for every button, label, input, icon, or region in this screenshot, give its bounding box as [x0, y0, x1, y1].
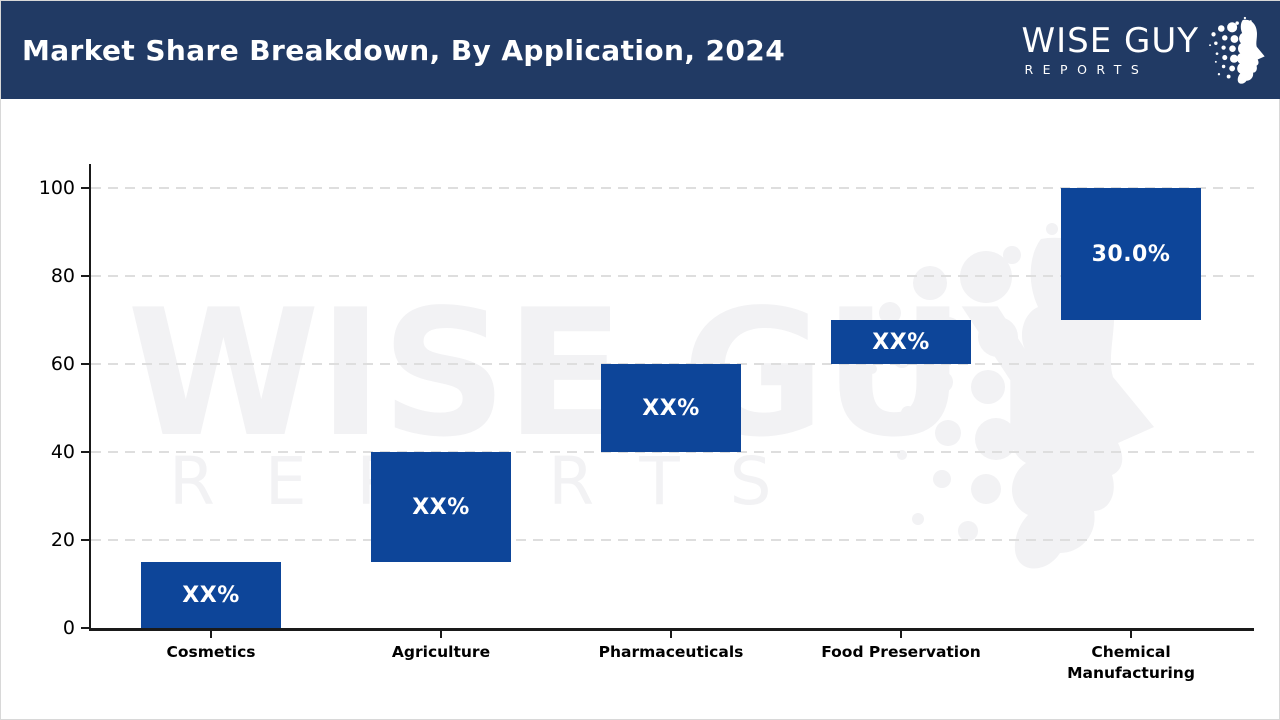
y-tick-80 — [81, 275, 91, 277]
x-category-label-agriculture: Agriculture — [391, 643, 491, 661]
bar-cosmetics: XX% — [141, 562, 281, 628]
x-tick-cosmetics — [210, 631, 212, 638]
bar-value-label-pharmaceuticals: XX% — [642, 395, 700, 421]
bar-chemical-manufacturing: 30.0% — [1061, 188, 1201, 320]
bar-agriculture: XX% — [371, 452, 511, 562]
y-tick-40 — [81, 451, 91, 453]
y-tick-label-20: 20 — [50, 529, 75, 551]
y-tick-label-100: 100 — [38, 177, 75, 199]
wiseguy-logo: WISE GUY REPORTS — [1021, 12, 1267, 88]
y-tick-label-80: 80 — [50, 265, 75, 287]
header-bar: Market Share Breakdown, By Application, … — [1, 1, 1280, 99]
bar-pharmaceuticals: XX% — [601, 364, 741, 452]
gridline-100 — [91, 187, 1254, 189]
y-tick-100 — [81, 187, 91, 189]
x-axis-line — [89, 628, 1254, 631]
y-tick-label-0: 0 — [62, 617, 75, 639]
x-tick-pharmaceuticals — [670, 631, 672, 638]
x-category-label-chemical-manufacturing: Chemical Manufacturing — [1067, 643, 1195, 682]
x-category-label-pharmaceuticals: Pharmaceuticals — [598, 643, 744, 661]
gridline-40 — [91, 451, 1254, 453]
gridline-80 — [91, 275, 1254, 277]
logo-face-icon — [1205, 12, 1267, 88]
x-category-label-cosmetics: Cosmetics — [166, 643, 256, 661]
y-tick-20 — [81, 539, 91, 541]
logo-wordmark: WISE GUY — [1021, 20, 1199, 61]
y-tick-60 — [81, 363, 91, 365]
bar-value-label-cosmetics: XX% — [182, 582, 240, 608]
x-tick-agriculture — [440, 631, 442, 638]
logo-subtext: REPORTS — [1024, 61, 1149, 77]
page-title: Market Share Breakdown, By Application, … — [22, 33, 786, 67]
y-axis-spine — [89, 164, 91, 631]
y-tick-label-60: 60 — [50, 353, 75, 375]
bar-value-label-chemical-manufacturing: 30.0% — [1091, 241, 1171, 267]
bar-value-label-agriculture: XX% — [412, 494, 470, 520]
y-tick-0 — [81, 627, 91, 629]
bar-value-label-food-preservation: XX% — [872, 329, 930, 355]
bar-food-preservation: XX% — [831, 320, 971, 364]
y-tick-label-40: 40 — [50, 441, 75, 463]
x-tick-chemical-manufacturing — [1130, 631, 1132, 638]
x-category-label-food-preservation: Food Preservation — [821, 643, 981, 661]
x-tick-food-preservation — [900, 631, 902, 638]
logo-text: WISE GUY REPORTS — [1021, 24, 1199, 77]
gridline-20 — [91, 539, 1254, 541]
